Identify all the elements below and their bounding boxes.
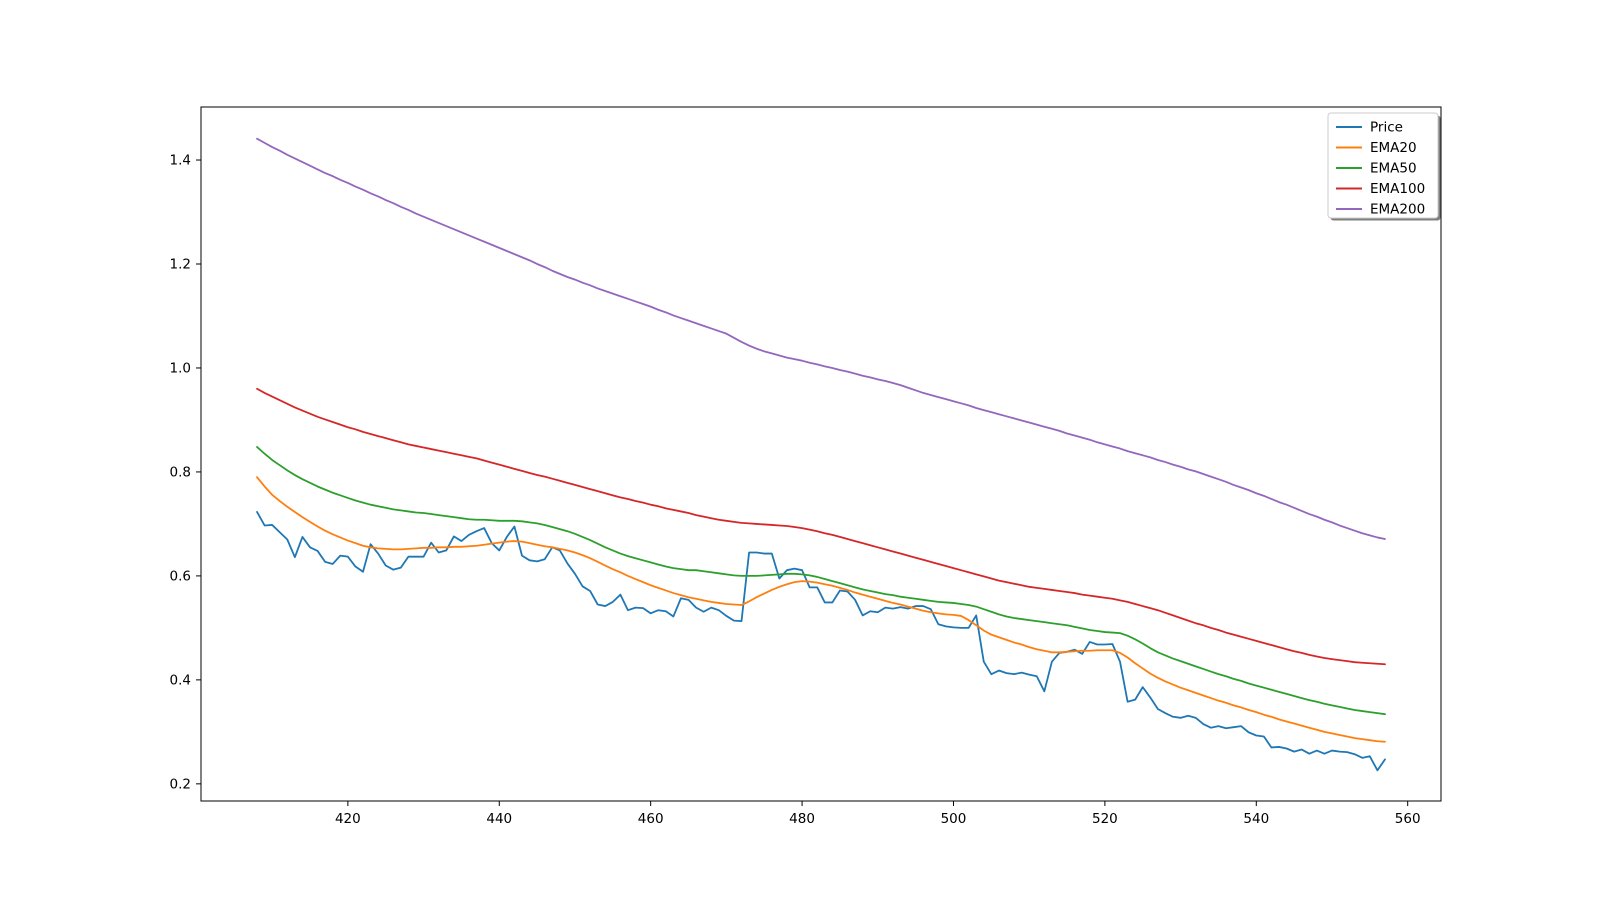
- x-tick-label: 440: [486, 811, 512, 827]
- legend-box: [1327, 112, 1439, 219]
- plot-frame: [200, 106, 1442, 802]
- legend-label: Price: [1370, 120, 1403, 136]
- legend-item-price[interactable]: Price: [1336, 120, 1403, 136]
- legend-label: EMA100: [1370, 181, 1425, 197]
- legend-item-ema50[interactable]: EMA50: [1336, 161, 1417, 177]
- series-layer: [256, 137, 1386, 772]
- y-tick-label: 0.6: [170, 568, 191, 584]
- x-tick-label: 460: [638, 811, 664, 827]
- series-line-ema50: [256, 446, 1386, 716]
- y-tick-label: 0.4: [170, 672, 191, 688]
- series-line-ema100: [256, 387, 1386, 666]
- x-tick-label: 420: [335, 811, 361, 827]
- legend-label: EMA200: [1370, 202, 1425, 218]
- x-tick-label: 560: [1395, 811, 1421, 827]
- y-tick-label: 0.2: [170, 776, 191, 792]
- x-tick-label: 500: [941, 811, 967, 827]
- series-line-price: [256, 511, 1386, 772]
- legend-item-ema100[interactable]: EMA100: [1336, 181, 1425, 197]
- legend-item-ema200[interactable]: EMA200: [1336, 202, 1425, 218]
- y-tick-label: 1.4: [170, 153, 191, 169]
- y-tick-label: 1.2: [170, 256, 191, 272]
- x-tick-label: 480: [789, 811, 815, 827]
- series-line-ema20: [256, 476, 1386, 743]
- x-tick-label: 540: [1243, 811, 1269, 827]
- legend-item-ema20[interactable]: EMA20: [1336, 140, 1417, 156]
- series-line-ema200: [256, 137, 1386, 540]
- x-tick-label: 520: [1092, 811, 1118, 827]
- y-tick-label: 0.8: [170, 464, 191, 480]
- legend: Price EMA20 EMA50 EMA100 EMA200: [1327, 112, 1441, 221]
- y-tick-label: 1.0: [170, 360, 191, 376]
- legend-label: EMA50: [1370, 161, 1417, 177]
- legend-label: EMA20: [1370, 140, 1417, 156]
- axes-layer: 420 440 460 480 500 520 540 560 0.2 0.4 0.6 0.8 1.0 1…: [170, 106, 1442, 827]
